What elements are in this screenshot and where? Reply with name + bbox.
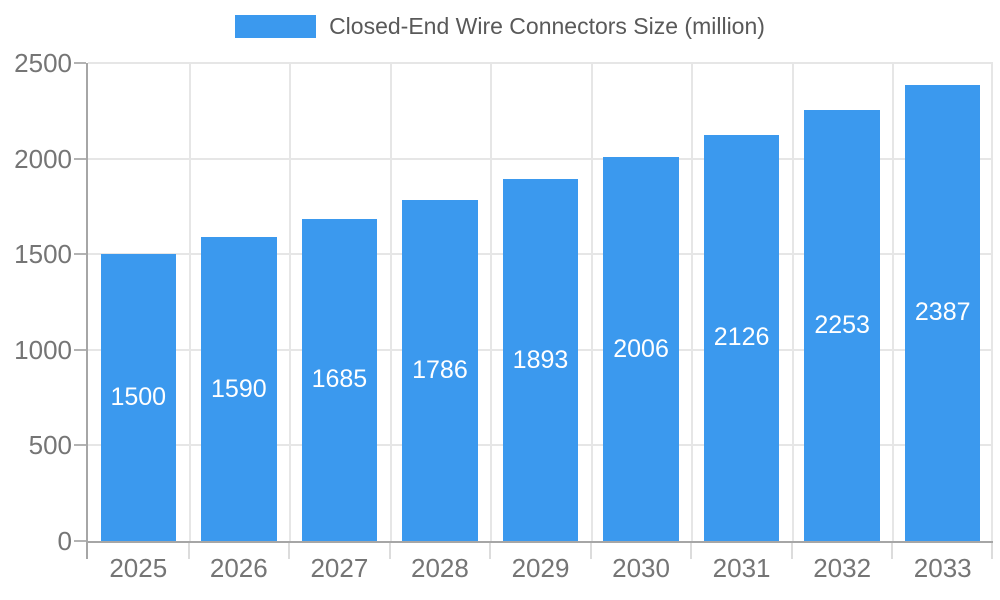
gridline-vertical [590,63,593,541]
x-tick-label: 2030 [612,553,670,583]
legend-swatch [235,15,317,38]
bar: 1786 [402,199,478,541]
x-tick-mark [991,543,993,559]
x-tick-mark [86,543,88,559]
gridline-horizontal [88,62,993,64]
bar-value-label: 1590 [211,374,267,403]
x-tick-mark [388,543,391,559]
bar-value-label: 2126 [713,323,770,352]
gridline-vertical [188,63,191,541]
y-tick-mark [74,444,86,447]
y-tick-mark [74,62,86,64]
y-axis-labels: 0 500 1000 1500 2000 2500 [0,50,72,554]
gridline-vertical [289,63,292,541]
x-tick-mark [187,543,190,559]
bar-value-label: 2387 [914,298,971,327]
bar: 2126 [703,134,780,541]
x-tick-mark [690,543,693,559]
x-tick-label: 2029 [511,553,570,583]
x-tick-label: 2027 [310,553,369,583]
y-tick-mark [74,540,86,542]
bar-value-label: 1786 [412,355,468,384]
x-tick-mark [790,543,793,559]
bar: 2387 [905,84,981,541]
bar-value-label: 1685 [311,365,368,394]
x-tick-mark [589,543,592,559]
chart-legend: Closed-End Wire Connectors Size (million… [0,13,1000,40]
bar: 1500 [100,254,176,541]
gridline-horizontal [88,157,993,160]
y-tick-mark [74,253,86,256]
bar-value-label: 2006 [613,334,669,363]
y-tick-label: 2500 [14,48,72,78]
gridline-vertical [389,63,392,541]
bar-value-label: 2253 [814,311,870,340]
gridline-vertical [490,63,493,541]
y-tick-mark [74,348,86,351]
x-tick-label: 2031 [712,553,771,583]
bar: 1685 [301,218,378,541]
y-tick-mark [74,157,86,160]
x-axis-line [86,541,993,543]
legend-label: Closed-End Wire Connectors Size (million… [329,13,765,39]
gridline-vertical [691,63,694,541]
x-tick-label: 2025 [109,553,168,583]
bar-value-label: 1893 [512,345,569,374]
bar-value-label: 1500 [110,383,167,412]
gridline-vertical [791,63,794,541]
y-tick-label: 1000 [14,334,72,365]
y-tick-label: 2000 [14,143,72,174]
x-tick-label: 2033 [913,553,972,583]
bar: 2006 [603,157,679,541]
x-tick-mark [489,543,492,559]
x-tick-label: 2032 [813,553,872,583]
y-tick-label: 1500 [14,239,72,270]
gridline-vertical [892,63,895,541]
x-axis-labels: 2025 2026 2027 2028 2029 2030 2031 2032 2033 [88,555,993,585]
y-tick-label: 0 [57,526,72,556]
x-tick-mark [891,543,894,559]
x-tick-mark [288,543,291,559]
x-tick-label: 2026 [209,553,268,583]
x-tick-label: 2028 [411,553,469,583]
y-tick-label: 500 [28,430,72,461]
bar: 2253 [804,110,880,541]
bar: 1893 [502,179,579,541]
gridline-vertical [991,63,993,541]
plot-area: 1500 1590 1685 1786 1893 2006 2126 2253 2387 [74,62,993,559]
bar: 1590 [201,237,277,541]
y-axis-line [86,63,88,557]
